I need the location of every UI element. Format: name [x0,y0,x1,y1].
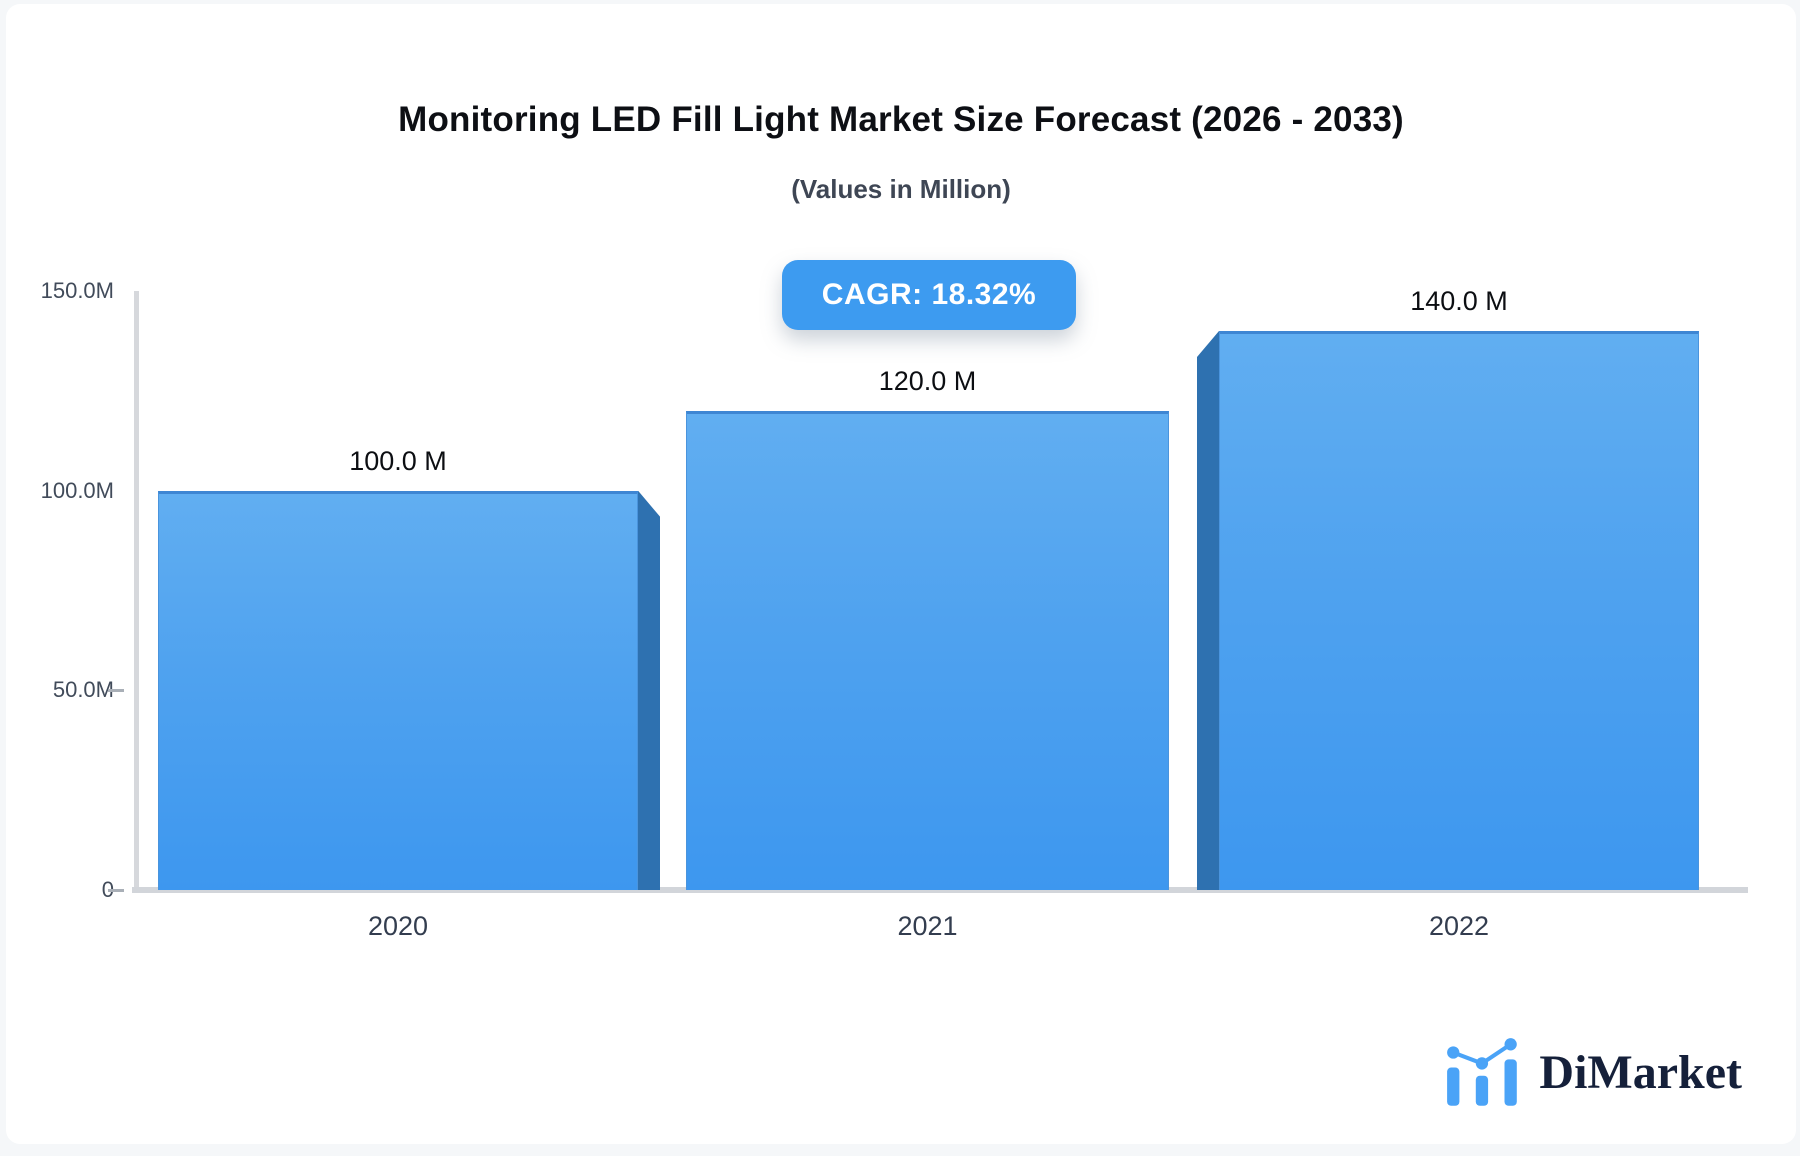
chart-title: Monitoring LED Fill Light Market Size Fo… [398,100,1404,139]
dimarket-logo-text: DiMarket [1539,1046,1742,1099]
bar-value-label: 120.0 M [878,365,977,396]
bar-value-label: 100.0 M [349,445,447,476]
bar-2021: 120.0 M [686,366,1169,890]
y-axis-tick-label: 100.0M [40,477,114,503]
bar-face [1219,330,1699,890]
bar-3d-side [1197,330,1219,890]
chart-subtitle: (Values in Million) [791,174,1011,204]
y-axis-tick-label: 150.0M [40,278,114,303]
bar-face [686,410,1169,890]
mini-bar-line-chart-icon [1447,1038,1518,1106]
bar-3d-side [638,490,660,890]
bar-2020: 100.0 M [158,446,660,890]
chart-card: Monitoring LED Fill Light Market Size Fo… [6,4,1796,1144]
x-axis-category-label: 2022 [1428,911,1490,941]
x-axis-category-label: 2021 [897,911,958,941]
y-axis-tick-label: 50.0M [52,677,114,703]
dimarket-logo: DiMarket [1443,1034,1742,1112]
bar-value-label: 140.0 M [1410,285,1508,316]
y-axis-tick-label: 0 [14,879,114,901]
y-axis-tick-mark [108,889,124,892]
y-axis-line [134,291,139,893]
cagr-badge: CAGR: 18.32% [782,260,1076,330]
x-axis-category-label: 2020 [367,911,429,941]
x-axis-baseline [132,887,1748,893]
y-axis-tick-mark [108,689,124,693]
cagr-badge-label: CAGR: 18.32% [821,278,1037,311]
bar-face [158,490,638,890]
bar-2022: 140.0 M [1197,286,1699,890]
